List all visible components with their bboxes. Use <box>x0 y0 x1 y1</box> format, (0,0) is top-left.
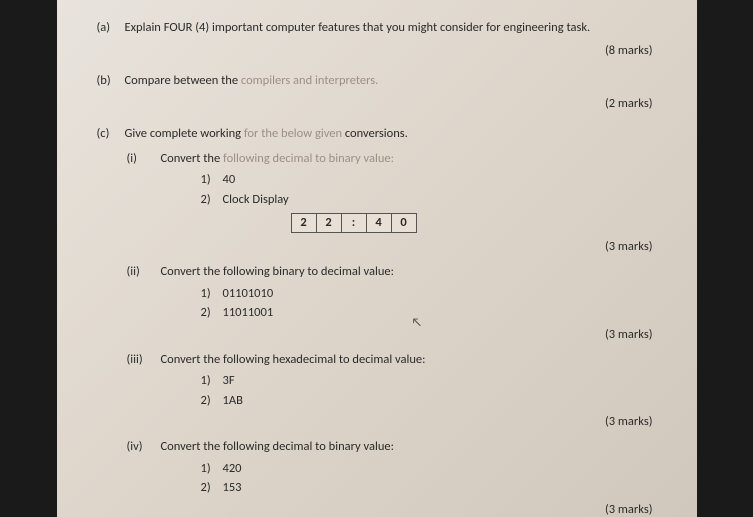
exam-page: (a) Explain FOUR (4) important computer … <box>57 0 697 517</box>
question-label: (b) <box>97 71 125 90</box>
text-part: conversions. <box>345 126 408 141</box>
list-item: 2)153 <box>201 478 657 497</box>
sub-prompt: Convert the following binary to decimal … <box>161 264 394 279</box>
sub-text: Convert the following decimal to binary … <box>161 149 657 235</box>
clock-cell: 0 <box>391 213 417 233</box>
marks-iii: (3 marks) <box>97 412 657 431</box>
text-faded: following decimal to binary value: <box>223 151 394 166</box>
item-list: 1)3F 2)1AB <box>201 371 657 410</box>
marks-i: (3 marks) <box>97 237 657 256</box>
item-list: 1)01101010 2)11011001 <box>201 284 657 323</box>
item-list: 1)40 2)Clock Display <box>201 170 657 209</box>
marks-ii: (3 marks) <box>97 325 657 344</box>
sub-question-ii: (ii) Convert the following binary to dec… <box>127 262 657 322</box>
question-a: (a) Explain FOUR (4) important computer … <box>97 18 657 37</box>
marks-a: (8 marks) <box>97 41 657 60</box>
text-part: Compare between the <box>125 73 241 88</box>
question-text: Explain FOUR (4) important computer feat… <box>125 18 657 37</box>
sub-question-iii: (iii) Convert the following hexadecimal … <box>127 350 657 410</box>
list-item: 1)3F <box>201 371 657 390</box>
list-item: 1)01101010 <box>201 284 657 303</box>
sub-label: (iv) <box>127 437 161 456</box>
item-val: 420 <box>223 459 242 478</box>
item-val: 01101010 <box>223 284 274 303</box>
item-num: 2) <box>201 391 223 410</box>
clock-display: 2 2 : 4 0 <box>291 213 657 233</box>
clock-cell: : <box>341 213 367 233</box>
item-num: 2) <box>201 478 223 497</box>
item-num: 1) <box>201 170 223 189</box>
question-label: (c) <box>97 124 125 143</box>
item-val: 11011001 <box>223 303 274 322</box>
item-val: 153 <box>223 478 242 497</box>
item-val: 40 <box>223 170 236 189</box>
text-faded: compilers and interpreters. <box>241 73 378 88</box>
sub-question-i: (i) Convert the following decimal to bin… <box>127 149 657 235</box>
sub-text: Convert the following binary to decimal … <box>161 262 657 322</box>
clock-cell: 2 <box>316 213 342 233</box>
sub-question-iv: (iv) Convert the following decimal to bi… <box>127 437 657 497</box>
sub-label: (ii) <box>127 262 161 281</box>
question-b: (b) Compare between the compilers and in… <box>97 71 657 90</box>
list-item: 2)11011001 <box>201 303 657 322</box>
item-num: 1) <box>201 459 223 478</box>
list-item: 2)Clock Display <box>201 190 657 209</box>
item-val: 3F <box>223 371 235 390</box>
list-item: 1)40 <box>201 170 657 189</box>
text-part: Convert the <box>161 151 224 166</box>
text-part: Give complete working <box>125 126 244 141</box>
item-num: 2) <box>201 190 223 209</box>
sub-label: (i) <box>127 149 161 168</box>
question-text: Give complete working for the below give… <box>125 124 657 143</box>
question-c: (c) Give complete working for the below … <box>97 124 657 143</box>
question-label: (a) <box>97 18 125 37</box>
sub-label: (iii) <box>127 350 161 369</box>
clock-cell: 2 <box>291 213 317 233</box>
list-item: 2)1AB <box>201 391 657 410</box>
item-val: Clock Display <box>223 190 289 209</box>
item-num: 2) <box>201 303 223 322</box>
marks-iv: (3 marks) <box>97 500 657 517</box>
item-num: 1) <box>201 371 223 390</box>
sub-prompt: Convert the following decimal to binary … <box>161 439 394 454</box>
sub-text: Convert the following decimal to binary … <box>161 437 657 497</box>
item-num: 1) <box>201 284 223 303</box>
item-val: 1AB <box>223 391 243 410</box>
list-item: 1)420 <box>201 459 657 478</box>
text-faded: for the below given <box>244 126 345 141</box>
sub-prompt: Convert the following hexadecimal to dec… <box>161 352 426 367</box>
question-text: Compare between the compilers and interp… <box>125 71 657 90</box>
marks-b: (2 marks) <box>97 94 657 113</box>
item-list: 1)420 2)153 <box>201 459 657 498</box>
sub-text: Convert the following hexadecimal to dec… <box>161 350 657 410</box>
clock-cell: 4 <box>366 213 392 233</box>
